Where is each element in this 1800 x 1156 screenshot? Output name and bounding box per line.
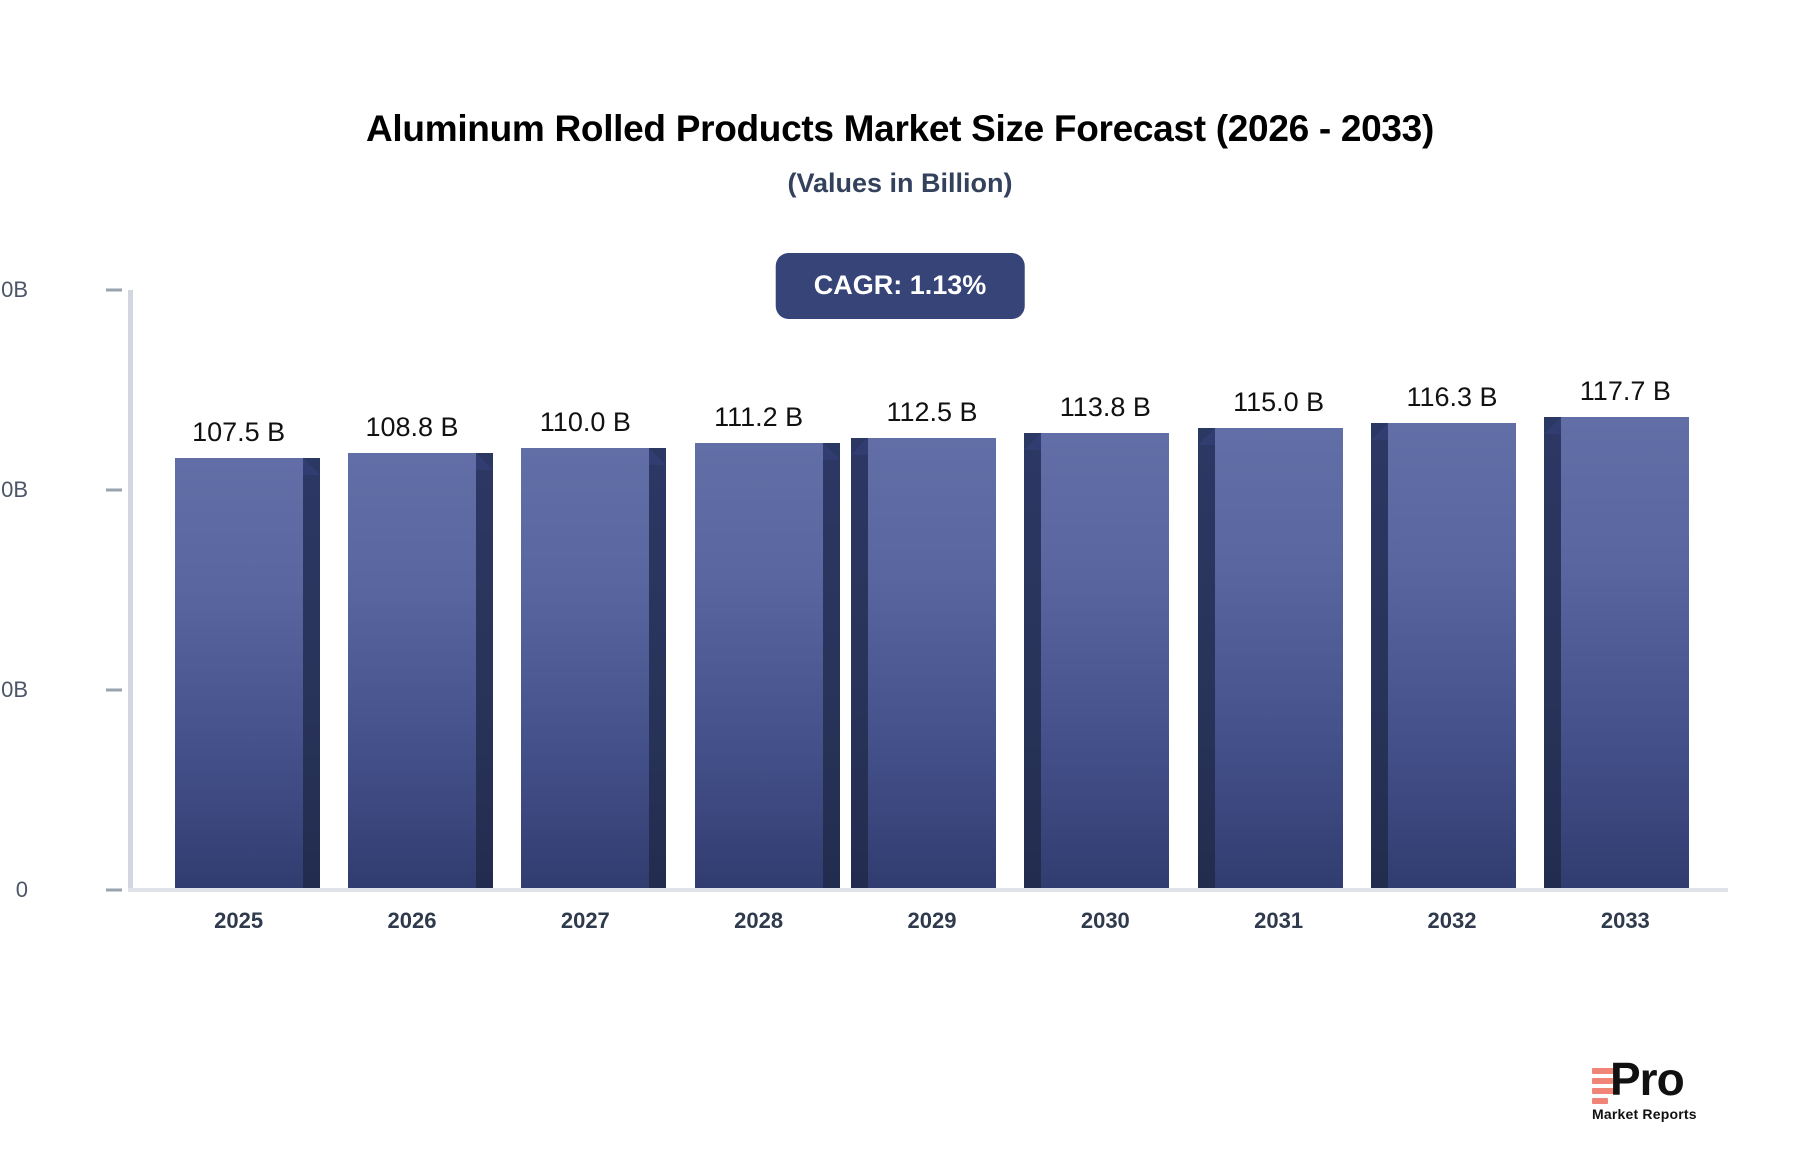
- bar[interactable]: 113.8 B: [1024, 392, 1170, 888]
- y-axis-tick-label: 150.0B: [0, 277, 28, 302]
- logo-stripes-icon: [1592, 1068, 1618, 1106]
- bar-side-face: [1544, 417, 1562, 888]
- bar-top-face: [1024, 432, 1042, 450]
- promarketreports-logo: Pro Market Reports: [1592, 1056, 1742, 1132]
- bar-front-face: [1041, 432, 1170, 888]
- bar-top-face: [302, 458, 320, 475]
- bar-top-face: [476, 452, 493, 470]
- x-axis-line: [128, 888, 1728, 892]
- bar[interactable]: 107.5 B: [174, 417, 320, 888]
- bar[interactable]: 108.8 B: [348, 412, 493, 888]
- bar[interactable]: 110.0 B: [521, 407, 667, 888]
- bar-top-face: [822, 443, 840, 461]
- x-axis-tick-label: 2027: [560, 908, 610, 933]
- x-axis-tick-label: 2025: [214, 908, 264, 933]
- bar-front-face: [521, 448, 650, 888]
- bar-side-face: [476, 452, 493, 888]
- bar-side-face: [649, 448, 667, 888]
- y-axis-tick-mark: [106, 488, 122, 492]
- cagr-badge: CAGR: 1.13%: [775, 253, 1025, 319]
- bar-side-face: [302, 458, 320, 888]
- bar-value-label: 112.5 B: [886, 397, 978, 427]
- bar-top-face: [1197, 428, 1215, 445]
- y-axis-tick-label: 50.0B: [0, 677, 28, 702]
- bar-front-face: [1388, 422, 1516, 888]
- logo-stripe: [1592, 1068, 1618, 1074]
- bar[interactable]: 115.0 B: [1197, 387, 1343, 888]
- logo-wordmark: Pro: [1610, 1053, 1685, 1105]
- bar-side-face: [1024, 432, 1042, 888]
- bar-value-label: 107.5 B: [192, 417, 286, 447]
- x-axis-tick-label: 2030: [1080, 908, 1130, 933]
- bar-front-face: [694, 443, 823, 888]
- chart-subtitle: (Values in Billion): [787, 168, 1013, 198]
- bar-side-face: [1371, 422, 1388, 888]
- bar-value-label: 108.8 B: [365, 411, 459, 442]
- bar[interactable]: 116.3 B: [1371, 382, 1516, 888]
- bar-front-face: [348, 452, 476, 888]
- bar-value-label: 117.7 B: [1579, 376, 1671, 407]
- bar-top-face: [851, 438, 868, 455]
- bar-side-face: [1197, 428, 1215, 888]
- y-axis-tick-mark: [106, 688, 122, 692]
- bar-front-face: [868, 438, 996, 888]
- y-axis-tick-mark: [106, 288, 122, 292]
- bar-series: 107.5 B 108.8 B 110.0 B 111.2 B 112.5 B 113.8…: [128, 290, 1728, 890]
- x-axis-tick-label: 2028: [734, 908, 784, 933]
- x-axis-tick-label: 2031: [1254, 908, 1304, 933]
- bar-front-face: [1214, 428, 1343, 888]
- bar-top-face: [1544, 417, 1562, 435]
- bar-value-label: 111.2 B: [714, 402, 804, 433]
- bar-top-face: [1371, 422, 1388, 440]
- bar-value-label: 113.8 B: [1059, 391, 1151, 422]
- bar-value-label: 110.0 B: [539, 407, 631, 437]
- y-axis-tick-mark: [106, 888, 122, 892]
- page-title: Aluminum Rolled Products Market Size For…: [366, 108, 1434, 149]
- y-axis-tick-label: 0: [15, 877, 28, 902]
- bar-value-label: 115.0 B: [1233, 387, 1325, 417]
- y-axis-tick-label: 100.0B: [0, 477, 28, 502]
- x-axis-tick-label: 2032: [1427, 908, 1477, 933]
- bar-front-face: [174, 458, 303, 888]
- x-axis-tick-label: 2033: [1600, 908, 1650, 933]
- bar-side-face: [851, 438, 868, 888]
- x-axis-tick-label: 2029: [907, 908, 957, 933]
- x-axis-tick-label: 2026: [387, 908, 437, 933]
- logo-stripe: [1592, 1078, 1613, 1084]
- logo-stripe: [1592, 1088, 1618, 1094]
- logo-tagline: Market Reports: [1592, 1106, 1697, 1122]
- bar-side-face: [822, 443, 840, 888]
- logo-stripe: [1592, 1098, 1608, 1104]
- bar[interactable]: 117.7 B: [1544, 376, 1690, 888]
- bar-top-face: [649, 448, 667, 465]
- y-axis-line: [128, 290, 133, 890]
- bar[interactable]: 112.5 B: [851, 397, 996, 888]
- plot-area: 0 50.0B 100.0B 150.0B 107.5 B 108.8 B 110.0 B…: [0, 277, 1728, 933]
- bar-front-face: [1561, 417, 1690, 888]
- bar-value-label: 116.3 B: [1406, 381, 1498, 412]
- bar[interactable]: 111.2 B: [694, 402, 840, 888]
